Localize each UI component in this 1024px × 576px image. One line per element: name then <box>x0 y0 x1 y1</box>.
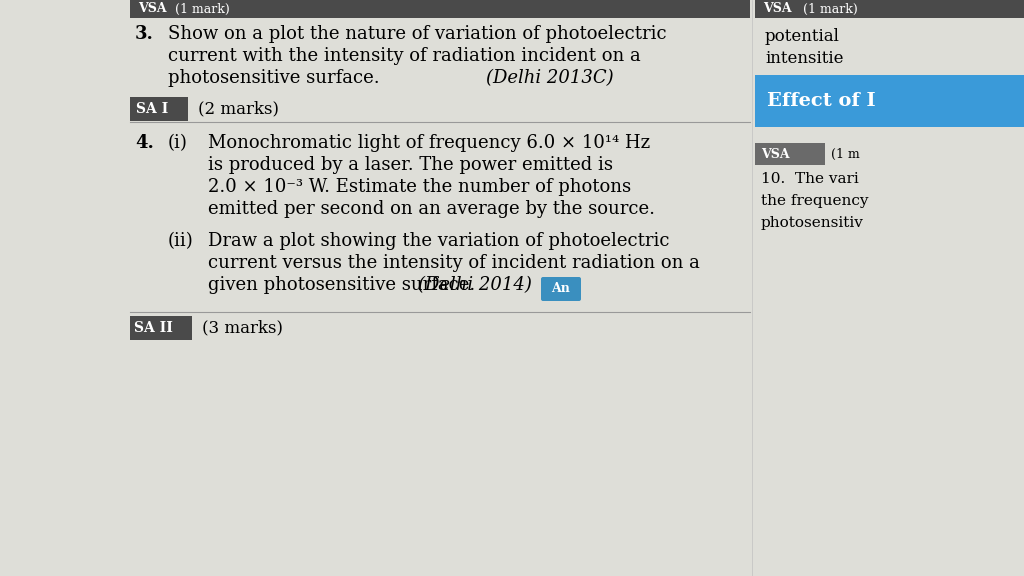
FancyBboxPatch shape <box>541 277 581 301</box>
Text: emitted per second on an average by the source.: emitted per second on an average by the … <box>208 200 655 218</box>
Text: (ii): (ii) <box>168 232 194 250</box>
Text: (1 mark): (1 mark) <box>803 2 858 16</box>
Text: An: An <box>552 282 570 295</box>
Text: (2 marks): (2 marks) <box>198 100 279 118</box>
Text: Effect of I: Effect of I <box>767 92 876 110</box>
Text: Monochromatic light of frequency 6.0 × 10¹⁴ Hz: Monochromatic light of frequency 6.0 × 1… <box>208 134 650 152</box>
Bar <box>130 0 750 18</box>
Text: (Delhi 2013C): (Delhi 2013C) <box>486 69 613 87</box>
Bar <box>755 75 1024 127</box>
Text: VSA: VSA <box>761 147 790 161</box>
Text: 4.: 4. <box>135 134 154 152</box>
Text: (i): (i) <box>168 134 187 152</box>
Text: SA I: SA I <box>136 102 168 116</box>
Bar <box>755 0 1024 18</box>
Text: given photosensitive surface.: given photosensitive surface. <box>208 276 475 294</box>
Text: current with the intensity of radiation incident on a: current with the intensity of radiation … <box>168 47 641 65</box>
Text: the frequency: the frequency <box>761 194 868 208</box>
Text: photosensitiv: photosensitiv <box>761 216 864 230</box>
Text: (Delhi 2014): (Delhi 2014) <box>418 276 531 294</box>
Bar <box>755 143 825 165</box>
Text: is produced by a laser. The power emitted is: is produced by a laser. The power emitte… <box>208 156 613 174</box>
Text: (1 mark): (1 mark) <box>175 2 229 16</box>
Text: potential: potential <box>765 28 840 45</box>
Text: Draw a plot showing the variation of photoelectric: Draw a plot showing the variation of pho… <box>208 232 670 250</box>
Bar <box>130 316 193 340</box>
Text: VSA: VSA <box>138 2 167 16</box>
Text: (3 marks): (3 marks) <box>202 320 283 336</box>
Text: intensitie: intensitie <box>765 50 844 67</box>
Text: (1 m: (1 m <box>831 147 860 161</box>
Text: SA II: SA II <box>134 321 173 335</box>
Text: 3.: 3. <box>135 25 154 43</box>
Text: 2.0 × 10⁻³ W. Estimate the number of photons: 2.0 × 10⁻³ W. Estimate the number of pho… <box>208 178 631 196</box>
Bar <box>130 97 188 121</box>
Text: Show on a plot the nature of variation of photoelectric: Show on a plot the nature of variation o… <box>168 25 667 43</box>
Text: current versus the intensity of incident radiation on a: current versus the intensity of incident… <box>208 254 699 272</box>
Text: 10.  The vari: 10. The vari <box>761 172 859 186</box>
Text: photosensitive surface.: photosensitive surface. <box>168 69 380 87</box>
Text: VSA: VSA <box>763 2 792 16</box>
